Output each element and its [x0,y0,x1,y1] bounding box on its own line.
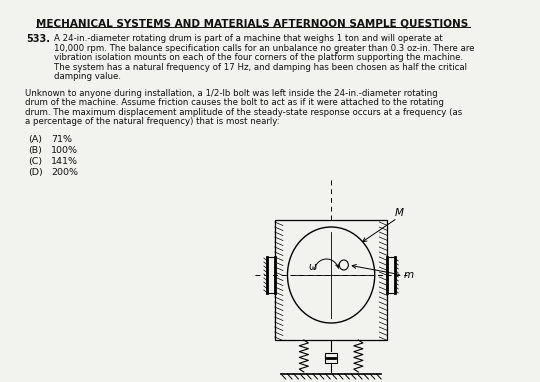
Text: MECHANICAL SYSTEMS AND MATERIALS AFTERNOON SAMPLE QUESTIONS: MECHANICAL SYSTEMS AND MATERIALS AFTERNO… [36,18,468,28]
Text: 141%: 141% [51,157,78,165]
Bar [275,220,388,340]
Text: (D): (D) [29,167,43,176]
Text: 533.: 533. [26,34,51,44]
Text: drum of the machine. Assume friction causes the bolt to act as if it were attach: drum of the machine. Assume friction cau… [25,98,444,107]
Text: (B): (B) [29,146,42,154]
Text: (A): (A) [29,134,43,144]
Text: vibration isolation mounts on each of the four corners of the platform supportin: vibration isolation mounts on each of th… [54,53,463,62]
Text: 10,000 rpm. The balance specification calls for an unbalance no greater than 0.3: 10,000 rpm. The balance specification ca… [54,44,474,52]
Text: damping value.: damping value. [54,72,121,81]
Text: a percentage of the natural frequency) that is most nearly:: a percentage of the natural frequency) t… [25,117,279,126]
Text: The system has a natural frequency of 17 Hz, and damping has been chosen as half: The system has a natural frequency of 17… [54,63,467,71]
Text: 100%: 100% [51,146,78,154]
Text: drum. The maximum displacement amplitude of the steady-state response occurs at : drum. The maximum displacement amplitude… [25,107,462,117]
Text: 200%: 200% [51,167,78,176]
Bar [325,353,337,363]
Text: M: M [395,208,404,218]
Text: ω: ω [309,262,317,272]
Text: Unknown to anyone during installation, a 1/2-lb bolt was left inside the 24-in.-: Unknown to anyone during installation, a… [25,89,437,97]
Text: A 24-in.-diameter rotating drum is part of a machine that weighs 1 ton and will : A 24-in.-diameter rotating drum is part … [54,34,443,43]
Text: m: m [404,270,414,280]
Text: (C): (C) [29,157,43,165]
Text: 71%: 71% [51,134,72,144]
